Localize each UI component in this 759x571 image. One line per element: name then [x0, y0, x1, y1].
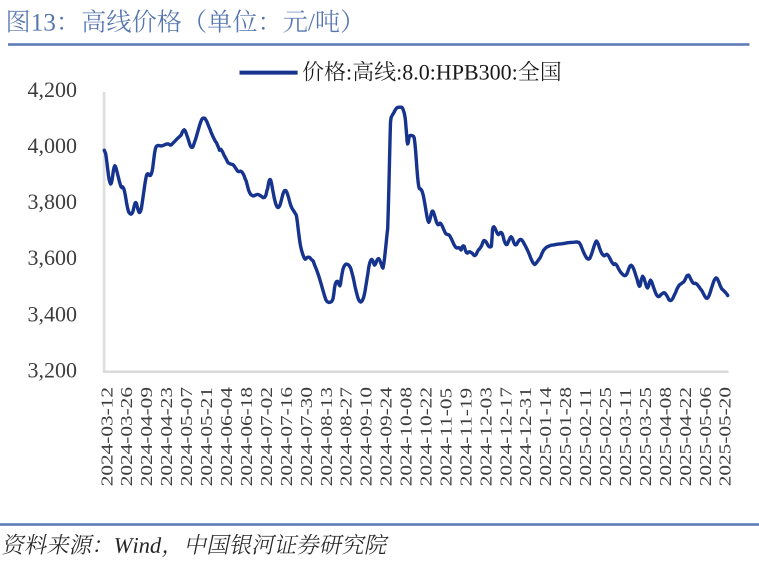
svg-text:2024-10-08: 2024-10-08: [398, 387, 416, 486]
svg-text:2024-07-02: 2024-07-02: [258, 387, 276, 486]
svg-text:2025-02-11: 2025-02-11: [577, 388, 595, 486]
svg-text:4,000: 4,000: [28, 133, 78, 158]
svg-text:3,200: 3,200: [28, 357, 78, 382]
svg-text:2024-11-19: 2024-11-19: [458, 388, 476, 486]
svg-text:2024-10-22: 2024-10-22: [418, 387, 436, 486]
svg-text:2025-02-25: 2025-02-25: [597, 387, 615, 486]
svg-text:2024-07-30: 2024-07-30: [298, 387, 316, 486]
svg-text:3,400: 3,400: [28, 301, 78, 326]
svg-text:2024-09-10: 2024-09-10: [358, 387, 376, 486]
svg-text:2025-03-11: 2025-03-11: [617, 388, 635, 486]
svg-text:2025-01-28: 2025-01-28: [557, 387, 575, 486]
svg-text:2025-04-22: 2025-04-22: [677, 387, 695, 486]
svg-text:2024-04-23: 2024-04-23: [158, 387, 176, 486]
svg-text:2024-03-12: 2024-03-12: [98, 387, 116, 486]
svg-text:2024-11-05: 2024-11-05: [438, 388, 456, 486]
svg-text:4,200: 4,200: [28, 77, 78, 102]
svg-text:2025-05-06: 2025-05-06: [697, 387, 715, 486]
svg-text:2024-09-24: 2024-09-24: [378, 387, 396, 487]
svg-text:2025-05-20: 2025-05-20: [717, 387, 735, 486]
svg-text:2024-08-13: 2024-08-13: [318, 387, 336, 486]
svg-text:2025-01-14: 2025-01-14: [537, 387, 555, 487]
svg-text:2024-03-26: 2024-03-26: [118, 387, 136, 486]
svg-text:2024-04-09: 2024-04-09: [138, 387, 156, 486]
svg-text:2024-12-03: 2024-12-03: [478, 387, 496, 486]
svg-text:3,600: 3,600: [28, 245, 78, 270]
svg-text:2025-03-25: 2025-03-25: [637, 387, 655, 486]
svg-text:2025-04-08: 2025-04-08: [657, 387, 675, 486]
svg-text:2024-07-16: 2024-07-16: [278, 387, 296, 486]
svg-text:2024-06-18: 2024-06-18: [238, 387, 256, 486]
svg-text:2024-12-31: 2024-12-31: [517, 387, 535, 486]
svg-text:3,800: 3,800: [28, 189, 78, 214]
svg-text:2024-08-27: 2024-08-27: [338, 387, 356, 486]
svg-text:2024-05-21: 2024-05-21: [198, 387, 216, 486]
svg-text:2024-06-04: 2024-06-04: [218, 387, 236, 487]
svg-text:2024-12-17: 2024-12-17: [497, 387, 515, 486]
svg-text:2024-05-07: 2024-05-07: [178, 387, 196, 486]
